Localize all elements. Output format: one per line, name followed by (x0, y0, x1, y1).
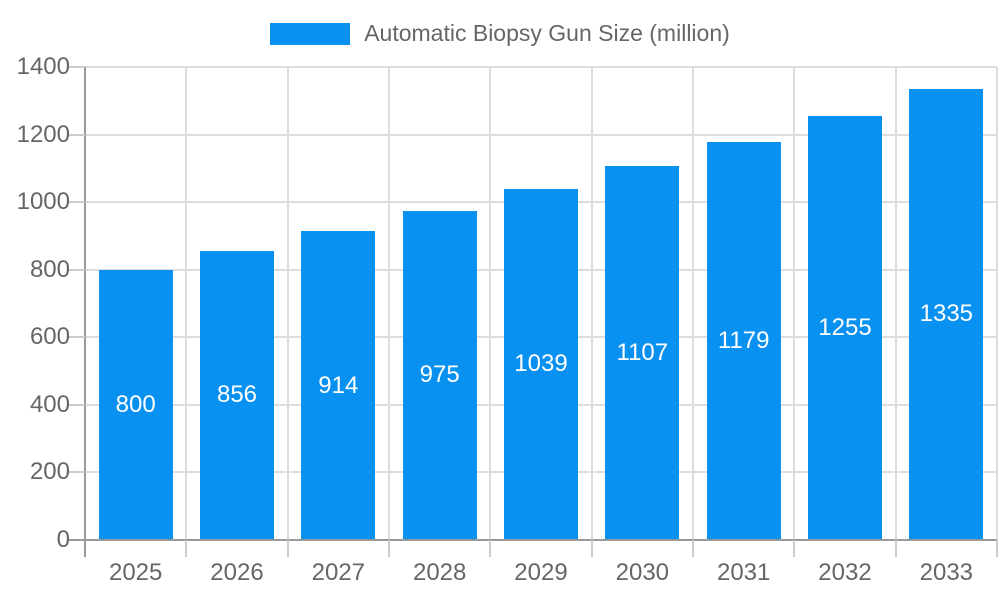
y-axis-tick-label: 800 (29, 255, 70, 283)
x-axis-tick-label: 2029 (514, 559, 568, 586)
y-gridline (85, 66, 997, 68)
bar-value-label: 856 (216, 381, 258, 409)
y-axis-tick (68, 539, 85, 541)
bar-value-label: 1107 (616, 339, 669, 366)
x-axis-tick-label: 2026 (210, 559, 264, 586)
x-axis-tick (489, 540, 492, 557)
plot-area: 800 856 914 975 1039 1107 1179 1255 1335 (68, 66, 998, 557)
bar-2028[interactable]: 975 (402, 210, 477, 540)
x-axis-tick-label: 2028 (412, 559, 467, 586)
y-axis-tick-label: 200 (29, 458, 70, 486)
x-axis-tick-label: 2031 (716, 559, 771, 586)
legend-label: Automatic Biopsy Gun Size (million) (364, 20, 730, 46)
x-axis-tick (894, 540, 897, 557)
x-axis-tick (84, 540, 86, 557)
bar-2025[interactable]: 800 (98, 269, 173, 540)
y-axis-tick (68, 201, 85, 204)
x-gridline (185, 67, 188, 540)
x-gridline (692, 67, 694, 540)
x-axis-tick-label: 2033 (919, 559, 974, 586)
x-axis-tick (692, 540, 694, 557)
bar-value-label: 975 (419, 361, 460, 389)
bar-2029[interactable]: 1039 (504, 188, 578, 540)
bar-2031[interactable]: 1179 (706, 141, 781, 540)
x-axis-tick-label: 2032 (818, 559, 872, 586)
bar-2033[interactable]: 1335 (909, 88, 984, 540)
x-axis-tick (185, 540, 188, 557)
y-axis-tick-label: 600 (29, 323, 70, 351)
y-axis-tick (68, 268, 85, 271)
bar-2026[interactable]: 856 (200, 250, 274, 540)
bar-2027[interactable]: 914 (301, 231, 376, 540)
x-axis-tick-label: 2027 (311, 559, 366, 586)
bar-value-label: 914 (318, 371, 359, 399)
x-axis-tick (286, 540, 289, 557)
y-axis-tick (68, 66, 85, 68)
x-gridline (590, 67, 593, 540)
bar-2032[interactable]: 1255 (808, 116, 882, 540)
x-gridline (286, 67, 289, 540)
y-axis-tick-label: 1400 (16, 53, 70, 80)
bar-2030[interactable]: 1107 (605, 166, 680, 540)
y-axis-tick-label: 0 (56, 526, 70, 553)
x-gridline (996, 67, 998, 540)
x-gridline (489, 67, 492, 540)
x-gridline (894, 67, 897, 540)
y-gridline (85, 133, 997, 136)
y-axis-tick (68, 403, 85, 406)
legend[interactable]: Automatic Biopsy Gun Size (million) (0, 20, 1000, 47)
bar-value-label: 1335 (919, 300, 974, 328)
y-axis-tick-label: 1000 (16, 188, 70, 216)
x-axis-tick (388, 540, 390, 557)
x-gridline (793, 67, 796, 540)
y-axis-tick-label: 400 (29, 390, 70, 418)
bar-value-label: 1039 (514, 350, 568, 378)
x-axis-tick (793, 540, 796, 557)
bar-value-label: 1179 (717, 326, 770, 354)
x-axis-line (68, 539, 997, 541)
bar-value-label: 1255 (818, 314, 872, 341)
y-axis-tick (68, 133, 85, 136)
y-axis-tick (68, 471, 85, 474)
y-axis-line (84, 67, 86, 557)
legend-swatch-icon (270, 22, 351, 45)
x-axis-tick (996, 540, 998, 557)
x-axis-tick-label: 2025 (108, 559, 163, 586)
y-axis-tick (68, 336, 85, 339)
bar-value-label: 800 (115, 390, 156, 418)
x-axis-tick (590, 540, 593, 557)
x-gridline (388, 67, 390, 540)
x-axis-tick-label: 2030 (615, 559, 670, 586)
y-axis-tick-label: 1200 (16, 120, 70, 148)
